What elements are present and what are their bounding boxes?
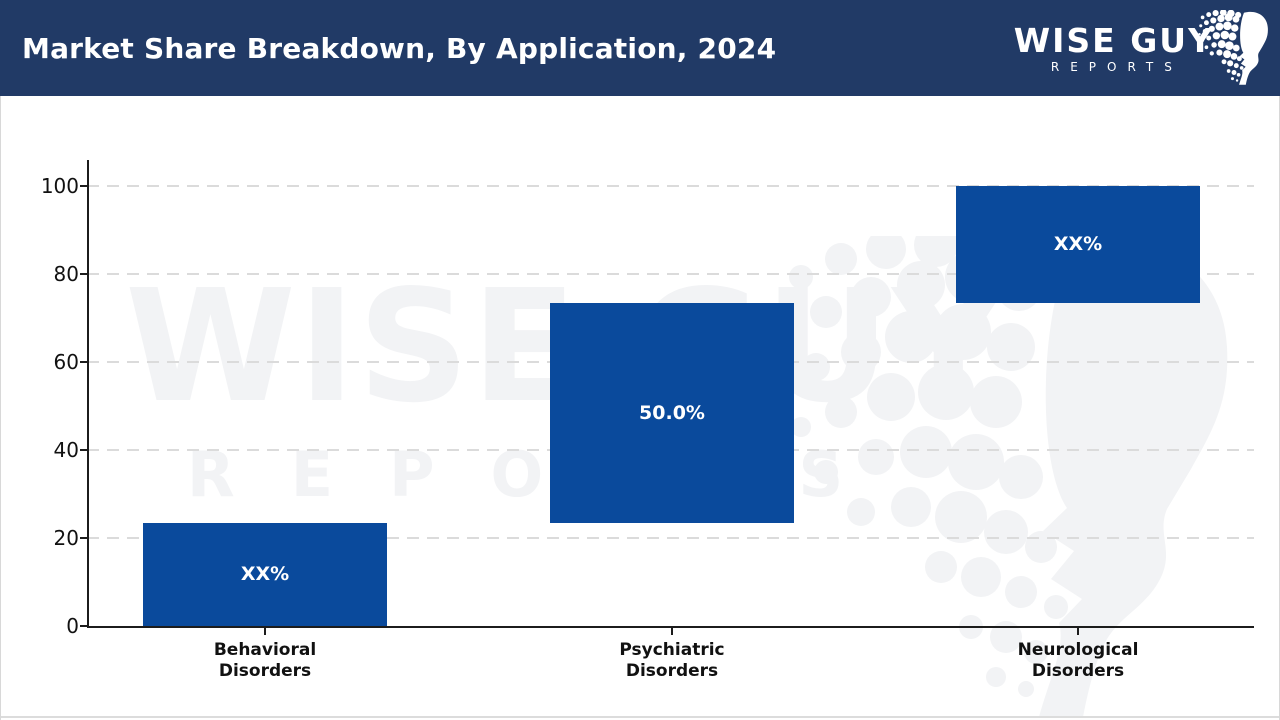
category-label-line: Psychiatric: [619, 640, 725, 660]
y-tick-label-80: 80: [53, 262, 79, 286]
bar-value-label-behavioral-disorders: XX%: [240, 563, 290, 586]
logo-line2: REPORTS: [1050, 59, 1183, 74]
y-tick-mark-0: [80, 625, 87, 627]
gridline-80: [87, 273, 1254, 275]
y-axis-line: [87, 160, 89, 628]
logo-wordmark: WISE GUY REPORTS: [1014, 24, 1214, 73]
plot-area: 0 20 40 60 80 100 XX% Behavioral Disorders 50.0% P…: [1, 96, 1279, 720]
bar-behavioral-disorders: XX%: [143, 522, 387, 626]
category-label-neurological-disorders: Neurological Disorders: [968, 640, 1188, 683]
category-label-psychiatric-disorders: Psychiatric Disorders: [562, 640, 782, 683]
y-tick-mark-20: [80, 537, 87, 539]
gridline-20: [87, 537, 1254, 539]
category-label-behavioral-disorders: Behavioral Disorders: [155, 640, 375, 683]
y-tick-label-100: 100: [40, 174, 79, 198]
category-label-line: Neurological: [1017, 640, 1139, 660]
x-axis-line: [87, 626, 1254, 628]
logo-line1: WISE GUY: [1013, 20, 1214, 60]
logo-face-icon: [1198, 10, 1268, 85]
category-label-line: Behavioral: [213, 640, 317, 660]
y-tick-mark-40: [80, 449, 87, 451]
x-tick-mark-2: [1077, 628, 1079, 635]
y-tick-mark-100: [80, 185, 87, 187]
x-tick-mark-1: [671, 628, 673, 635]
y-tick-mark-60: [80, 361, 87, 363]
y-tick-label-20: 20: [53, 526, 79, 550]
chart-canvas: WISE GUY REPORTS 0 20 40 60 80 100 XX% Behavior…: [0, 96, 1280, 720]
x-tick-mark-0: [264, 628, 266, 635]
gridline-100: [87, 185, 1254, 187]
bar-value-label-psychiatric-disorders: 50.0%: [639, 401, 705, 424]
y-tick-label-60: 60: [53, 350, 79, 374]
chart-title: Market Share Breakdown, By Application, …: [22, 31, 777, 65]
figure-bottom-border: [1, 716, 1279, 718]
bar-value-label-neurological-disorders: XX%: [1053, 233, 1103, 256]
category-label-line: Disorders: [218, 661, 312, 682]
y-tick-label-40: 40: [53, 438, 79, 462]
header: Market Share Breakdown, By Application, …: [0, 0, 1280, 96]
y-tick-mark-80: [80, 273, 87, 275]
bar-psychiatric-disorders: 50.0%: [550, 302, 794, 523]
bar-neurological-disorders: XX%: [956, 186, 1200, 303]
category-label-line: Disorders: [1031, 661, 1125, 682]
wiseguy-logo: WISE GUY REPORTS: [1014, 10, 1270, 86]
category-label-line: Disorders: [625, 661, 719, 682]
y-tick-label-0: 0: [66, 614, 79, 638]
